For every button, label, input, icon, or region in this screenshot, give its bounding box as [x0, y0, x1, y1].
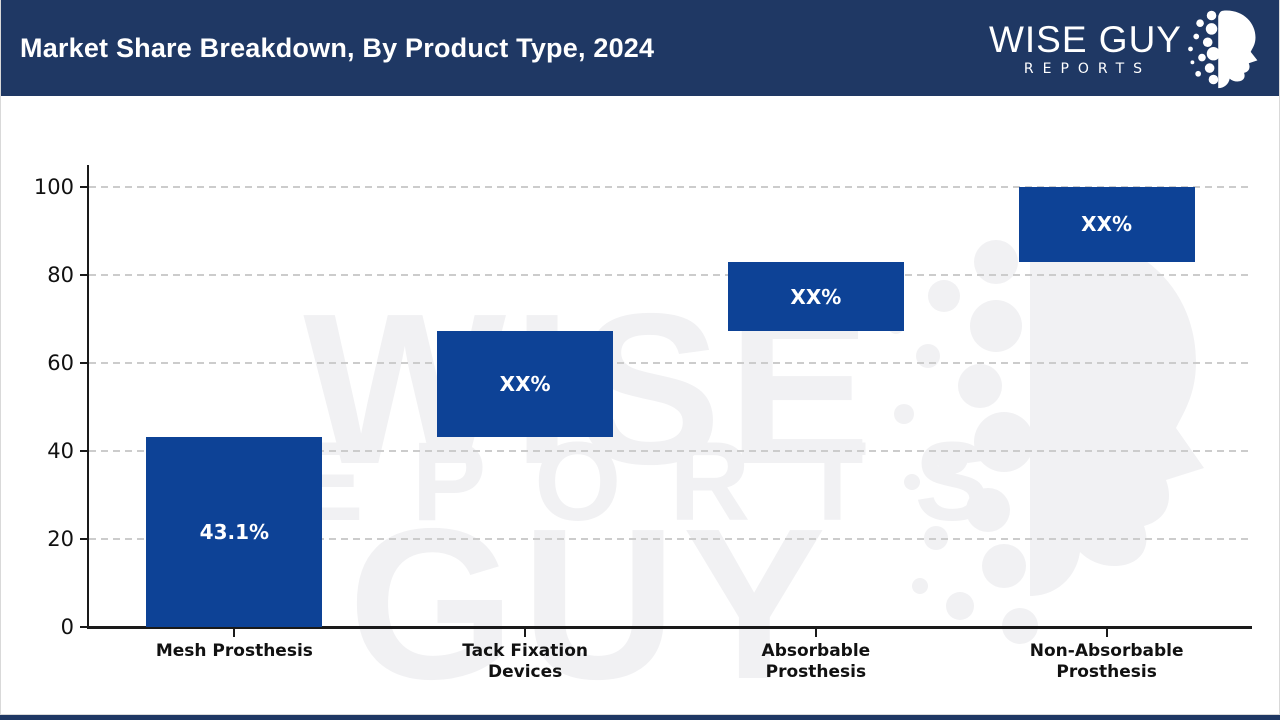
gridline-100 [89, 186, 1252, 188]
bar-value-label: XX% [1081, 212, 1133, 237]
y-axis-tick-label: 20 [47, 527, 74, 551]
x-axis-category-label: Non-Absorbable Prosthesis [1029, 641, 1184, 682]
y-axis-tick [80, 362, 89, 364]
y-axis-tick [80, 626, 89, 628]
y-axis-tick [80, 274, 89, 276]
waterfall-chart: 0 20 40 60 80 100 43.1% Mesh Prosthesis XX% Tack … [0, 96, 1280, 715]
y-axis-tick-label: 60 [47, 351, 74, 375]
x-axis-category-label: Mesh Prosthesis [155, 641, 313, 661]
x-axis-line [87, 626, 1252, 629]
footer-bar [0, 714, 1280, 720]
bar-mesh-prosthesis[interactable]: 43.1% [146, 437, 323, 627]
y-axis-tick-label: 40 [47, 439, 74, 463]
y-axis-tick-label: 100 [33, 175, 74, 199]
y-axis-tick-label: 80 [47, 263, 74, 287]
y-axis-tick [80, 538, 89, 540]
bar-absorbable-prosthesis[interactable]: XX% [727, 261, 904, 332]
x-axis-tick [524, 629, 527, 637]
x-axis-category-label: Tack Fixation Devices [462, 641, 589, 682]
bar-value-label: 43.1% [199, 520, 270, 545]
x-axis-tick [814, 629, 817, 637]
y-axis-tick [80, 186, 89, 188]
x-axis-tick [233, 629, 236, 637]
bar-value-label: XX% [499, 372, 551, 397]
page-title: Market Share Breakdown, By Product Type,… [20, 32, 655, 63]
x-axis-tick [1105, 629, 1108, 637]
logo-face-icon [1188, 10, 1258, 89]
logo-text-reports: REPORTS [1023, 60, 1152, 77]
gridline-60 [89, 362, 1252, 364]
y-axis-tick-label: 0 [60, 615, 74, 639]
logo-text-wise-guy: WISE GUY [988, 18, 1182, 60]
gridline-40 [89, 450, 1252, 452]
y-axis-line [87, 165, 89, 629]
wise-guy-reports-logo: WISE GUY REPORTS [989, 5, 1262, 91]
bar-value-label: XX% [790, 284, 842, 309]
y-axis-tick [80, 450, 89, 452]
bar-tack-fixation-devices[interactable]: XX% [437, 331, 614, 438]
header-banner: Market Share Breakdown, By Product Type,… [0, 0, 1280, 96]
bar-non-absorbable-prosthesis[interactable]: XX% [1018, 187, 1195, 262]
gridline-20 [89, 538, 1252, 540]
gridline-80 [89, 274, 1252, 276]
x-axis-category-label: Absorbable Prosthesis [761, 641, 871, 682]
